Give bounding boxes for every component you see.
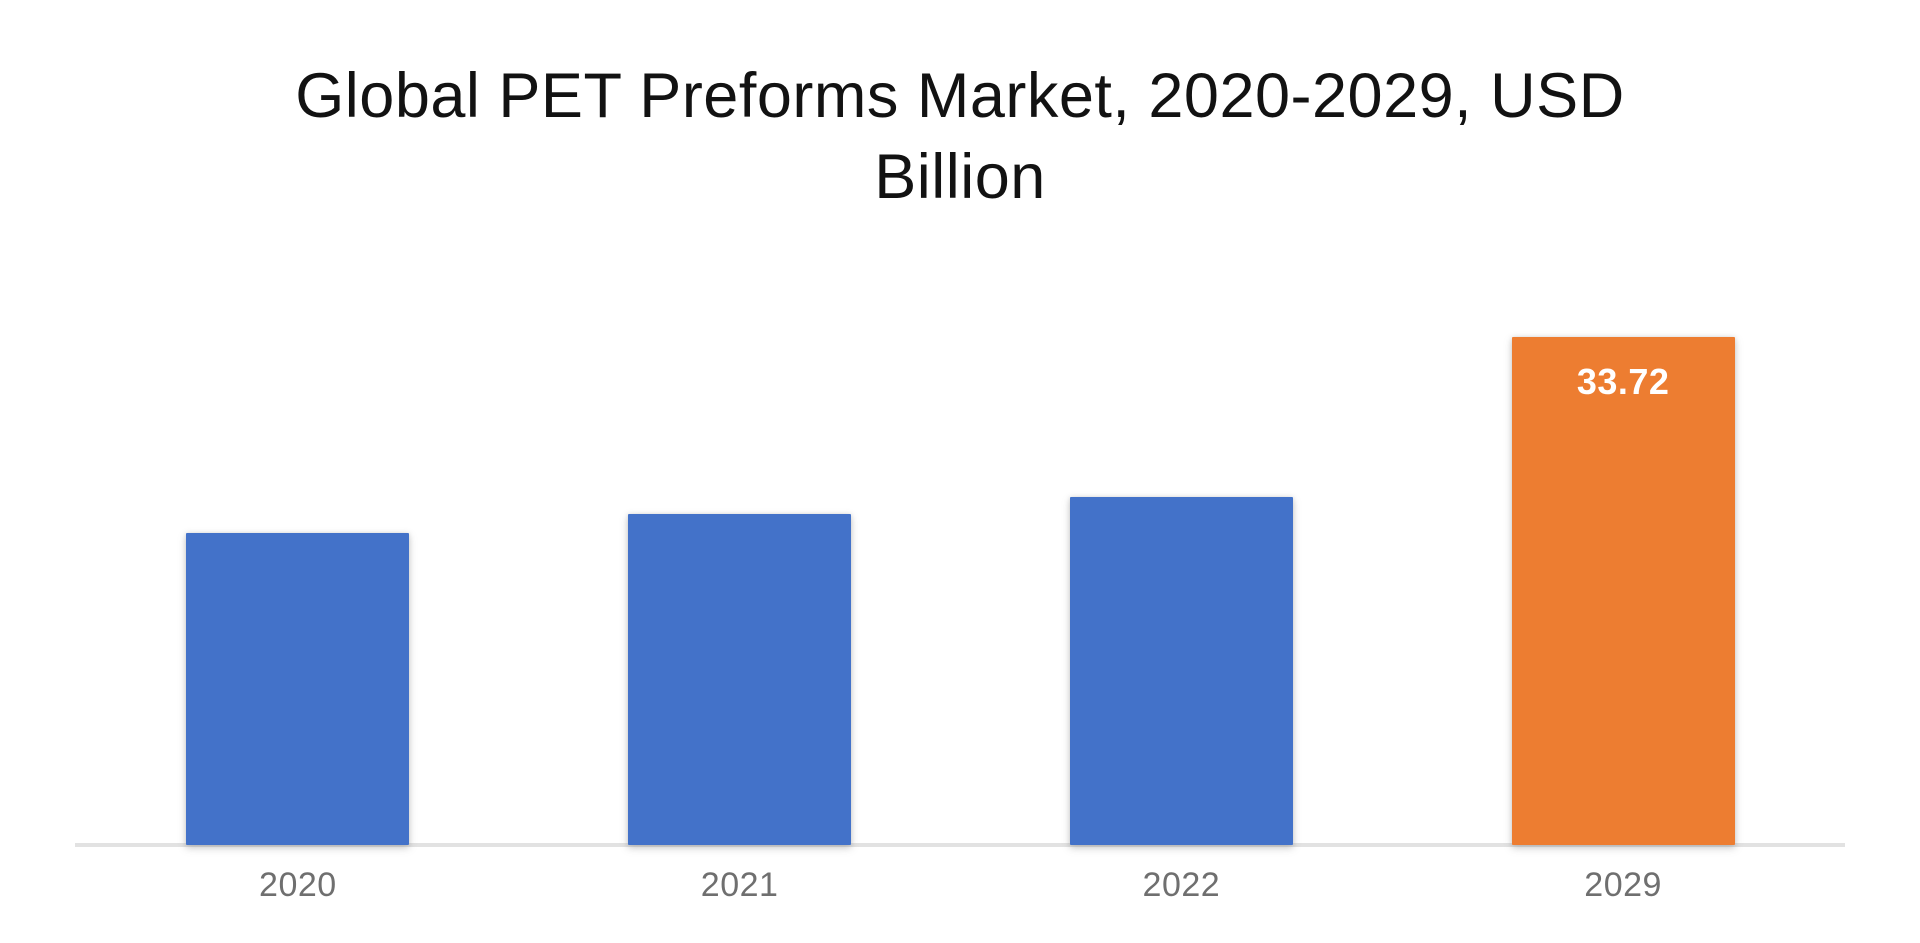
bar-slot-2022	[961, 337, 1403, 845]
x-tick-2022: 2022	[1142, 866, 1221, 904]
bar-slot-2029: 33.72	[1402, 337, 1844, 845]
x-tick-2029: 2029	[1584, 866, 1662, 904]
bar-slot-2021	[519, 337, 961, 845]
bars-container: 33.72	[77, 337, 1844, 845]
data-label-2029: 33.72	[1576, 361, 1670, 402]
x-tick-2021: 2021	[700, 866, 779, 904]
x-axis-line	[75, 843, 1845, 847]
plot-area: 33.72	[75, 337, 1845, 847]
chart-title: Global PET Preforms Market, 2020-2029, U…	[0, 56, 1920, 218]
bar-2021	[628, 513, 852, 845]
x-tick-2020: 2020	[259, 866, 337, 904]
x-axis-tick-labels: 2020 2021 2022 2029	[77, 866, 1844, 905]
chart-title-line1: Global PET Preforms Market, 2020-2029, U…	[295, 61, 1625, 131]
chart-title-line2: Billion	[874, 142, 1046, 212]
bar-slot-2020	[77, 337, 519, 845]
bar-2029: 33.72	[1511, 337, 1735, 845]
bar-2022	[1069, 497, 1293, 845]
bar-2020	[186, 533, 410, 845]
